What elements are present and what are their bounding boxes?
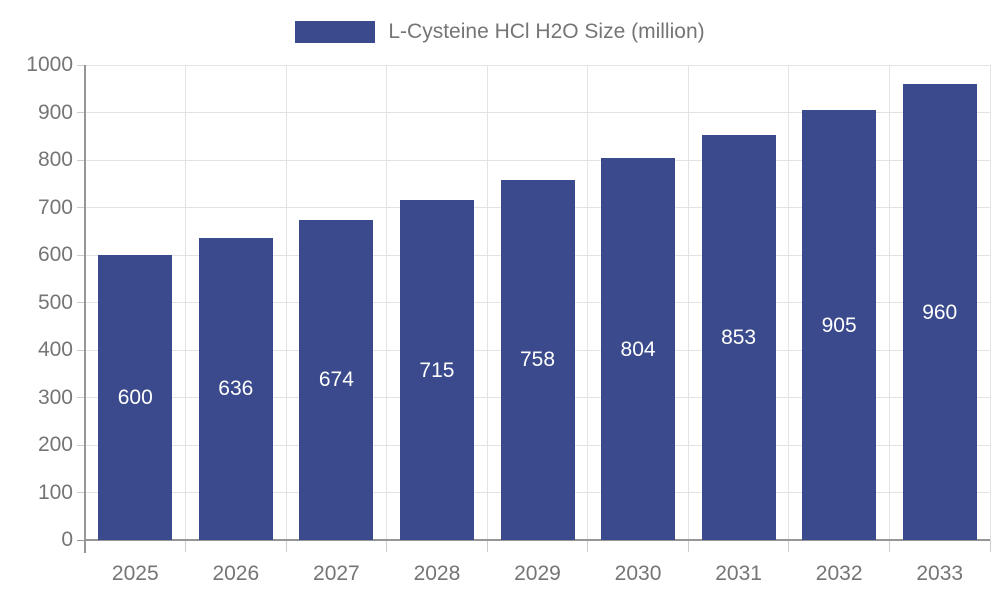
x-tick <box>386 540 388 552</box>
bar-value-label: 905 <box>821 313 857 337</box>
x-tick-label: 2031 <box>715 562 762 585</box>
y-tick-label: 100 <box>37 480 73 504</box>
x-tick <box>989 540 991 552</box>
legend-label: L-Cysteine HCl H2O Size (million) <box>388 20 705 43</box>
x-gridline <box>989 65 991 540</box>
legend-swatch <box>295 21 376 43</box>
y-gridline <box>85 112 990 113</box>
x-tick-label: 2026 <box>212 562 260 585</box>
x-tick <box>687 540 689 552</box>
y-tick <box>77 302 85 303</box>
y-tick-label: 0 <box>61 528 73 551</box>
x-gridline <box>185 65 187 540</box>
y-tick-label: 200 <box>37 433 73 456</box>
bar-value-label: 600 <box>117 386 153 409</box>
y-tick-label: 700 <box>37 195 73 219</box>
x-tick-label: 2025 <box>111 562 159 585</box>
x-gridline <box>285 65 287 540</box>
bar-value-label: 758 <box>519 348 556 372</box>
bar-value-label: 960 <box>922 300 958 324</box>
y-tick <box>77 397 85 398</box>
bar: 905 <box>802 110 877 540</box>
x-tick-label: 2030 <box>614 562 662 585</box>
bar: 758 <box>500 179 575 540</box>
x-tick <box>285 540 287 552</box>
x-tick <box>486 540 488 552</box>
x-gridline <box>386 65 388 540</box>
x-tick-label: 2028 <box>413 562 461 585</box>
y-tick-label: 600 <box>37 243 73 266</box>
x-axis-line <box>85 539 990 541</box>
bar: 804 <box>601 158 676 540</box>
bar-value-label: 636 <box>218 377 254 401</box>
y-tick <box>77 492 85 493</box>
x-tick <box>788 540 790 552</box>
x-gridline <box>587 65 589 540</box>
x-tick <box>587 540 589 552</box>
x-gridline <box>687 65 689 540</box>
bar: 715 <box>399 200 474 540</box>
x-gridline <box>486 65 488 540</box>
y-tick <box>77 207 85 208</box>
y-gridline <box>85 64 990 66</box>
y-tick-label: 300 <box>37 385 73 409</box>
x-tick-label: 2032 <box>815 562 863 585</box>
legend[interactable]: L-Cysteine HCl H2O Size (million) <box>0 19 1000 45</box>
x-gridline <box>788 65 790 540</box>
bar: 600 <box>98 255 173 540</box>
y-tick <box>77 349 85 351</box>
bar-value-label: 674 <box>318 368 354 392</box>
bar-value-label: 804 <box>620 337 656 361</box>
y-tick-label: 800 <box>37 148 73 171</box>
y-tick-label: 400 <box>37 338 73 361</box>
y-tick-label: 500 <box>37 290 73 314</box>
x-tick-label: 2027 <box>313 562 360 585</box>
y-tick-label: 1000 <box>26 53 73 76</box>
x-tick-label: 2029 <box>514 562 561 585</box>
y-tick <box>77 159 85 161</box>
y-tick <box>77 254 85 256</box>
bar: 636 <box>198 237 273 540</box>
bar-value-label: 853 <box>721 325 757 349</box>
bar: 853 <box>701 134 776 540</box>
x-tick <box>888 540 890 552</box>
x-tick <box>185 540 187 552</box>
y-gridline <box>85 159 990 161</box>
y-tick <box>77 444 85 446</box>
y-tick <box>77 64 85 66</box>
bar-value-label: 715 <box>419 358 455 382</box>
y-axis-line <box>84 65 86 553</box>
x-gridline <box>888 65 890 540</box>
y-tick-label: 900 <box>37 100 73 124</box>
bar: 960 <box>902 84 977 540</box>
y-tick <box>77 539 85 541</box>
x-tick-label: 2033 <box>916 562 964 585</box>
bar: 674 <box>299 219 374 540</box>
y-tick <box>77 112 85 113</box>
